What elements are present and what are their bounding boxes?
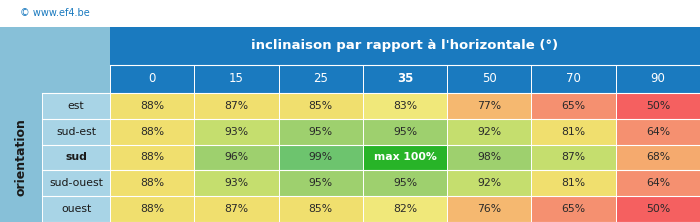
FancyBboxPatch shape [42, 170, 110, 196]
Text: 64%: 64% [646, 127, 670, 137]
Text: 88%: 88% [140, 127, 164, 137]
FancyBboxPatch shape [531, 119, 616, 145]
Text: 81%: 81% [561, 178, 586, 188]
FancyBboxPatch shape [531, 170, 616, 196]
FancyBboxPatch shape [447, 119, 531, 145]
Text: 77%: 77% [477, 101, 501, 111]
Text: 88%: 88% [140, 153, 164, 163]
FancyBboxPatch shape [616, 93, 700, 119]
FancyBboxPatch shape [110, 145, 195, 170]
FancyBboxPatch shape [616, 65, 700, 93]
Text: 90: 90 [650, 73, 665, 85]
FancyBboxPatch shape [363, 170, 447, 196]
FancyBboxPatch shape [279, 145, 363, 170]
Text: 25: 25 [314, 73, 328, 85]
Text: 81%: 81% [561, 127, 586, 137]
Text: 92%: 92% [477, 178, 501, 188]
Text: 99%: 99% [309, 153, 332, 163]
FancyBboxPatch shape [110, 27, 700, 65]
FancyBboxPatch shape [0, 27, 110, 222]
FancyBboxPatch shape [616, 119, 700, 145]
Text: 95%: 95% [393, 178, 417, 188]
Text: est: est [68, 101, 84, 111]
Text: max 100%: max 100% [374, 153, 436, 163]
FancyBboxPatch shape [447, 145, 531, 170]
FancyBboxPatch shape [195, 170, 279, 196]
Text: sud: sud [65, 153, 87, 163]
FancyBboxPatch shape [110, 119, 195, 145]
Text: sud-ouest: sud-ouest [49, 178, 103, 188]
Text: 64%: 64% [646, 178, 670, 188]
FancyBboxPatch shape [363, 145, 447, 170]
FancyBboxPatch shape [42, 93, 110, 119]
FancyBboxPatch shape [279, 65, 363, 93]
Text: 0: 0 [148, 73, 156, 85]
Text: 82%: 82% [393, 204, 417, 214]
Text: 65%: 65% [561, 204, 586, 214]
FancyBboxPatch shape [447, 170, 531, 196]
Text: 95%: 95% [309, 178, 332, 188]
Text: 87%: 87% [561, 153, 586, 163]
FancyBboxPatch shape [616, 196, 700, 222]
Text: 50%: 50% [645, 101, 670, 111]
FancyBboxPatch shape [531, 145, 616, 170]
Text: 95%: 95% [309, 127, 332, 137]
Text: 50: 50 [482, 73, 497, 85]
Text: 68%: 68% [646, 153, 670, 163]
Text: 35: 35 [397, 73, 413, 85]
FancyBboxPatch shape [42, 196, 110, 222]
FancyBboxPatch shape [363, 196, 447, 222]
Text: 87%: 87% [225, 204, 248, 214]
Text: 65%: 65% [561, 101, 586, 111]
Text: 70: 70 [566, 73, 581, 85]
Text: © www.ef4.be: © www.ef4.be [20, 8, 90, 18]
FancyBboxPatch shape [616, 145, 700, 170]
Text: 95%: 95% [393, 127, 417, 137]
FancyBboxPatch shape [279, 93, 363, 119]
Text: 76%: 76% [477, 204, 501, 214]
Text: 85%: 85% [309, 204, 332, 214]
FancyBboxPatch shape [195, 196, 279, 222]
Text: 83%: 83% [393, 101, 417, 111]
FancyBboxPatch shape [279, 196, 363, 222]
FancyBboxPatch shape [363, 119, 447, 145]
FancyBboxPatch shape [195, 145, 279, 170]
Text: 50%: 50% [645, 204, 670, 214]
FancyBboxPatch shape [110, 196, 195, 222]
Text: sud-est: sud-est [56, 127, 96, 137]
Text: 96%: 96% [225, 153, 248, 163]
FancyBboxPatch shape [110, 93, 195, 119]
FancyBboxPatch shape [447, 93, 531, 119]
FancyBboxPatch shape [447, 65, 531, 93]
FancyBboxPatch shape [195, 65, 279, 93]
Text: 98%: 98% [477, 153, 501, 163]
FancyBboxPatch shape [531, 196, 616, 222]
FancyBboxPatch shape [279, 170, 363, 196]
FancyBboxPatch shape [110, 170, 195, 196]
FancyBboxPatch shape [195, 119, 279, 145]
FancyBboxPatch shape [363, 93, 447, 119]
FancyBboxPatch shape [42, 145, 110, 170]
Text: orientation: orientation [15, 119, 27, 196]
FancyBboxPatch shape [531, 65, 616, 93]
FancyBboxPatch shape [42, 119, 110, 145]
Text: 88%: 88% [140, 178, 164, 188]
FancyBboxPatch shape [279, 119, 363, 145]
Text: 92%: 92% [477, 127, 501, 137]
Text: 88%: 88% [140, 204, 164, 214]
FancyBboxPatch shape [363, 65, 447, 93]
FancyBboxPatch shape [195, 93, 279, 119]
Text: 93%: 93% [225, 178, 248, 188]
Text: 88%: 88% [140, 101, 164, 111]
Text: ouest: ouest [61, 204, 91, 214]
Text: 85%: 85% [309, 101, 332, 111]
Text: inclinaison par rapport à l'horizontale (°): inclinaison par rapport à l'horizontale … [251, 40, 559, 52]
FancyBboxPatch shape [447, 196, 531, 222]
FancyBboxPatch shape [110, 65, 195, 93]
Text: 87%: 87% [225, 101, 248, 111]
Text: 93%: 93% [225, 127, 248, 137]
FancyBboxPatch shape [616, 170, 700, 196]
FancyBboxPatch shape [531, 93, 616, 119]
Text: 15: 15 [229, 73, 244, 85]
